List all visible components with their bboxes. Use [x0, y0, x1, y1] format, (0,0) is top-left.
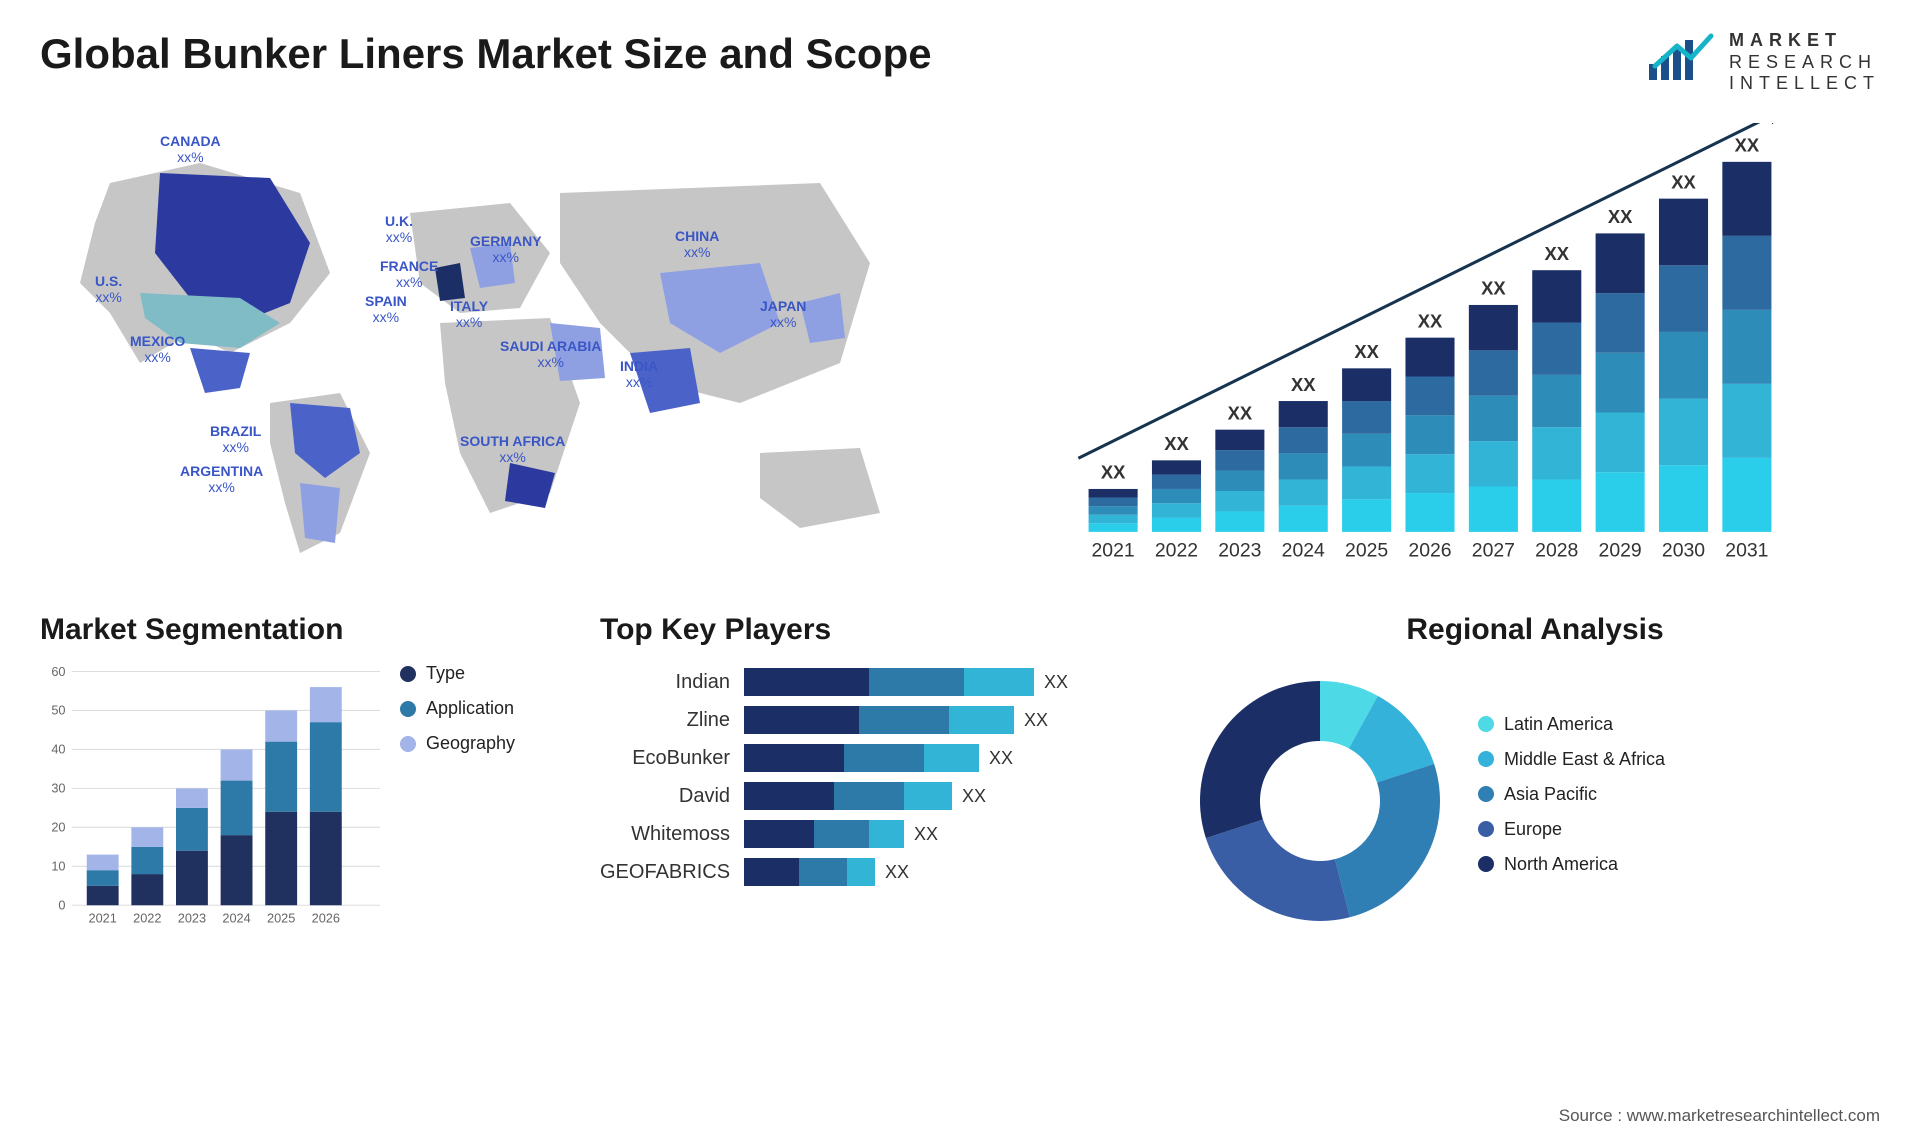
svg-text:2022: 2022 [133, 910, 161, 925]
player-label: Zline [600, 701, 730, 739]
svg-text:XX: XX [1291, 374, 1316, 395]
legend-item: Type [400, 663, 570, 684]
map-label: CHINAxx% [675, 228, 719, 260]
brand-logo-text: MARKET RESEARCH INTELLECT [1729, 30, 1880, 95]
svg-text:2028: 2028 [1535, 539, 1578, 561]
svg-text:10: 10 [51, 859, 65, 874]
segmentation-title: Market Segmentation [40, 613, 380, 647]
svg-text:2027: 2027 [1472, 539, 1515, 561]
svg-text:2029: 2029 [1599, 539, 1642, 561]
legend-item: Latin America [1478, 714, 1880, 735]
map-label: GERMANYxx% [470, 233, 542, 265]
svg-text:2021: 2021 [1092, 539, 1135, 561]
svg-text:50: 50 [51, 703, 65, 718]
svg-text:2024: 2024 [1282, 539, 1325, 561]
growth-bar-chart: XX 2021 XX 2022 XX 2023 XX 2024 XX 2025 XX 2026 XX 20… [980, 123, 1880, 583]
player-label: Whitemoss [600, 815, 730, 853]
svg-text:2021: 2021 [89, 910, 117, 925]
svg-text:2024: 2024 [222, 910, 250, 925]
svg-text:60: 60 [51, 664, 65, 679]
svg-text:2026: 2026 [1408, 539, 1451, 561]
svg-text:XX: XX [1354, 341, 1379, 362]
svg-text:2023: 2023 [178, 910, 206, 925]
map-label: JAPANxx% [760, 298, 806, 330]
player-label: David [600, 777, 730, 815]
world-map: CANADAxx% U.S.xx% MEXICOxx% BRAZILxx% ARGENT… [40, 123, 940, 583]
brand-logo-icon [1647, 30, 1717, 95]
players-labels: IndianZlineEcoBunkerDavidWhitemossGEOFAB… [600, 663, 730, 891]
svg-text:2030: 2030 [1662, 539, 1705, 561]
page-title: Global Bunker Liners Market Size and Sco… [40, 30, 932, 78]
player-label: Indian [600, 663, 730, 701]
svg-text:30: 30 [51, 781, 65, 796]
svg-text:40: 40 [51, 742, 65, 757]
map-label: ITALYxx% [450, 298, 488, 330]
svg-text:20: 20 [51, 820, 65, 835]
player-bar-row: XX [744, 815, 1160, 853]
player-bar-row: XX [744, 853, 1160, 891]
svg-text:2026: 2026 [312, 910, 340, 925]
map-label: CANADAxx% [160, 133, 221, 165]
segmentation-chart: 0 10 20 30 40 50 60 2021 2022 2023 2024 2025 2026 [40, 663, 380, 939]
svg-text:XX: XX [1735, 135, 1760, 156]
svg-text:XX: XX [1671, 171, 1696, 192]
players-title: Top Key Players [600, 613, 1160, 647]
svg-text:2023: 2023 [1218, 539, 1261, 561]
svg-text:XX: XX [1164, 433, 1189, 454]
brand-logo: MARKET RESEARCH INTELLECT [1647, 30, 1880, 95]
regional-legend: Latin America Middle East & Africa Asia Pa… [1478, 714, 1880, 889]
regional-title: Regional Analysis [1190, 613, 1880, 647]
svg-text:2025: 2025 [1345, 539, 1388, 561]
map-label: U.K.xx% [385, 213, 413, 245]
legend-item: Geography [400, 733, 570, 754]
player-label: EcoBunker [600, 739, 730, 777]
svg-text:XX: XX [1481, 278, 1506, 299]
source-attribution: Source : www.marketresearchintellect.com [1559, 1106, 1880, 1126]
svg-text:2025: 2025 [267, 910, 295, 925]
svg-text:0: 0 [58, 898, 65, 913]
svg-text:XX: XX [1608, 206, 1633, 227]
legend-item: Asia Pacific [1478, 784, 1880, 805]
svg-text:XX: XX [1544, 243, 1569, 264]
segmentation-legend: Type Application Geography [400, 613, 570, 939]
map-label: U.S.xx% [95, 273, 122, 305]
legend-item: Europe [1478, 819, 1880, 840]
map-label: ARGENTINAxx% [180, 463, 263, 495]
svg-text:XX: XX [1101, 462, 1126, 483]
player-bar-row: XX [744, 663, 1160, 701]
player-bar-row: XX [744, 739, 1160, 777]
map-label: INDIAxx% [620, 358, 658, 390]
map-label: FRANCExx% [380, 258, 438, 290]
map-label: SOUTH AFRICAxx% [460, 433, 565, 465]
map-label: SPAINxx% [365, 293, 407, 325]
map-label: BRAZILxx% [210, 423, 261, 455]
legend-item: Middle East & Africa [1478, 749, 1880, 770]
legend-item: North America [1478, 854, 1880, 875]
player-label: GEOFABRICS [600, 853, 730, 891]
player-bar-row: XX [744, 701, 1160, 739]
players-bars: XXXXXXXXXXXX [744, 663, 1160, 891]
player-bar-row: XX [744, 777, 1160, 815]
svg-text:2031: 2031 [1725, 539, 1768, 561]
legend-item: Application [400, 698, 570, 719]
svg-text:XX: XX [1228, 402, 1253, 423]
svg-text:2022: 2022 [1155, 539, 1198, 561]
map-label: SAUDI ARABIAxx% [500, 338, 601, 370]
regional-donut [1190, 671, 1450, 931]
svg-text:XX: XX [1418, 310, 1443, 331]
map-label: MEXICOxx% [130, 333, 185, 365]
